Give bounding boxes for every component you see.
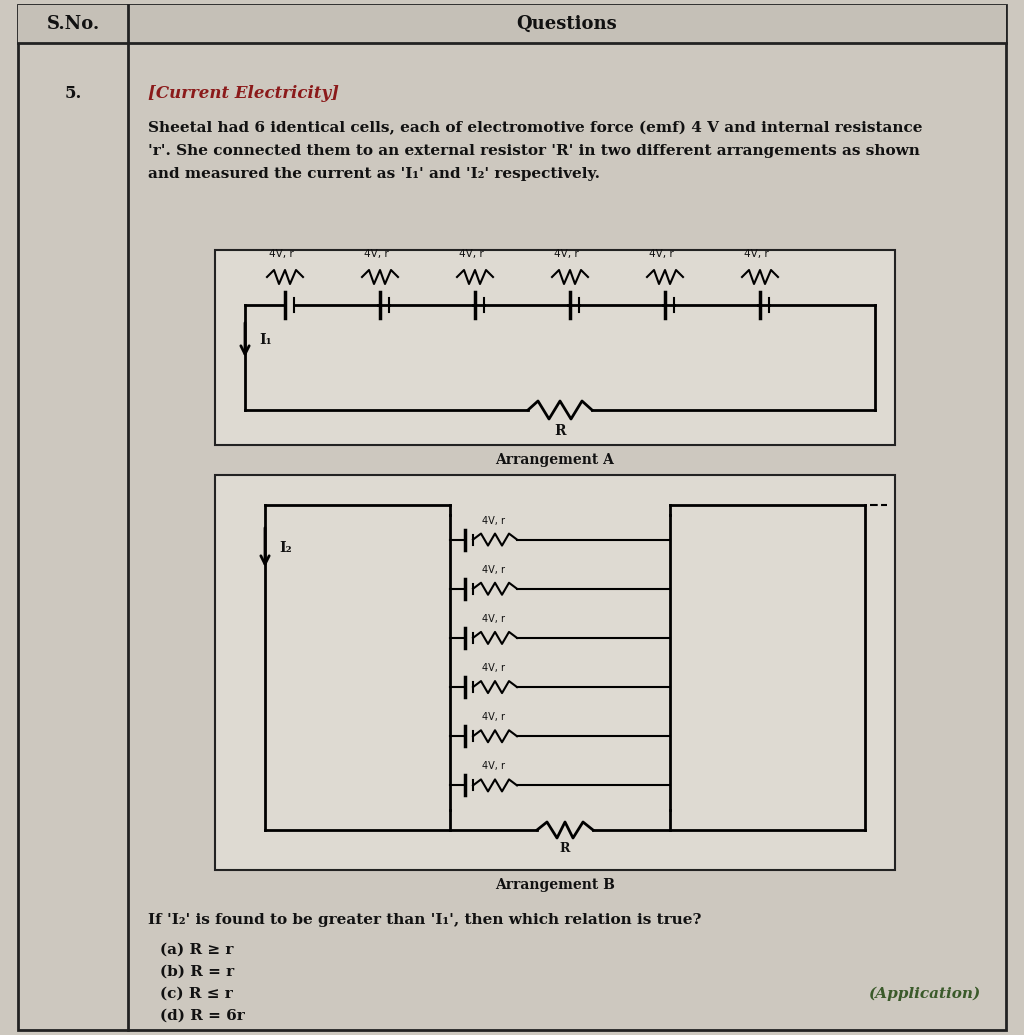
Text: If 'I₂' is found to be greater than 'I₁', then which relation is true?: If 'I₂' is found to be greater than 'I₁'… <box>148 913 701 927</box>
Text: 4V, r: 4V, r <box>743 249 768 259</box>
Text: 4V, r: 4V, r <box>459 249 483 259</box>
Text: [Current Electricity]: [Current Electricity] <box>148 85 339 101</box>
Text: 4V, r: 4V, r <box>481 663 505 673</box>
Text: 4V, r: 4V, r <box>554 249 579 259</box>
Text: R: R <box>554 424 565 438</box>
Text: 'r'. She connected them to an external resistor 'R' in two different arrangement: 'r'. She connected them to an external r… <box>148 144 920 158</box>
Text: 4V, r: 4V, r <box>364 249 388 259</box>
Text: and measured the current as 'I₁' and 'I₂' respectively.: and measured the current as 'I₁' and 'I₂… <box>148 167 600 181</box>
Text: 4V, r: 4V, r <box>481 614 505 624</box>
Text: 4V, r: 4V, r <box>648 249 674 259</box>
Text: (Application): (Application) <box>867 986 980 1001</box>
Text: (c) R ≤ r: (c) R ≤ r <box>160 987 232 1001</box>
Text: 4V, r: 4V, r <box>481 762 505 771</box>
Text: Arrangement B: Arrangement B <box>495 878 615 892</box>
Text: 4V, r: 4V, r <box>268 249 293 259</box>
Text: S.No.: S.No. <box>46 14 99 33</box>
Text: I₂: I₂ <box>279 540 292 555</box>
Bar <box>215 475 895 870</box>
Text: I₁: I₁ <box>259 333 271 347</box>
Text: Arrangement A: Arrangement A <box>496 453 614 467</box>
Text: 4V, r: 4V, r <box>481 712 505 722</box>
Text: 4V, r: 4V, r <box>481 515 505 526</box>
Text: (b) R = r: (b) R = r <box>160 965 234 979</box>
Bar <box>18 5 1006 43</box>
Text: Sheetal had 6 identical cells, each of electromotive force (emf) 4 V and interna: Sheetal had 6 identical cells, each of e… <box>148 121 923 136</box>
Text: 4V, r: 4V, r <box>481 565 505 574</box>
Bar <box>215 250 895 445</box>
Text: 5.: 5. <box>65 85 82 101</box>
Text: Questions: Questions <box>517 14 617 33</box>
Text: (a) R ≥ r: (a) R ≥ r <box>160 943 233 957</box>
Text: (d) R = 6r: (d) R = 6r <box>160 1009 245 1023</box>
Text: R: R <box>560 842 570 855</box>
